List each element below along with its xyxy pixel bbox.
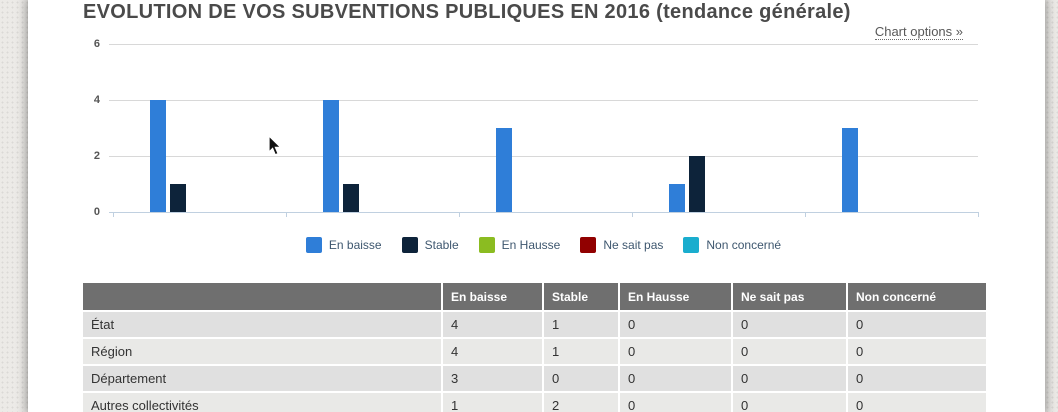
value-cell: 0 [620,312,731,337]
x-axis-tick [632,212,633,217]
x-axis-tick [286,212,287,217]
row-label-cell: Autres collectivités [83,393,441,412]
x-axis-tick [805,212,806,217]
results-table: En baisse Stable En Hausse Ne sait pas Non c… [81,281,988,412]
chart-options-link[interactable]: Chart options » [874,24,963,40]
legend-item-stable[interactable]: Stable [401,237,459,253]
legend-item-ne-sait-pas[interactable]: Ne sait pas [580,237,663,253]
table-row: Région 4 1 0 0 0 [83,339,986,364]
row-label-cell: Département [83,366,441,391]
mouse-cursor-icon [268,135,283,156]
gridline [109,156,978,157]
table-header-cell [83,283,441,310]
table-header-cell: Non concerné [848,283,986,310]
value-cell: 0 [733,393,846,412]
value-cell: 0 [733,339,846,364]
value-cell: 0 [620,339,731,364]
value-cell: 0 [733,366,846,391]
value-cell: 1 [544,339,618,364]
value-cell: 0 [544,366,618,391]
table-row: Département 3 0 0 0 0 [83,366,986,391]
legend-label: En baisse [328,238,382,252]
legend-swatch [683,237,700,253]
table-header-cell: En baisse [443,283,542,310]
table-header-cell: Stable [544,283,618,310]
value-cell: 1 [443,393,542,412]
value-cell: 0 [620,393,731,412]
legend-item-en-hausse[interactable]: En Hausse [478,237,561,253]
value-cell: 4 [443,312,542,337]
value-cell: 2 [544,393,618,412]
value-cell: 1 [544,312,618,337]
legend-item-non-concerné[interactable]: Non concerné [683,237,781,253]
x-axis-tick [978,212,979,217]
gridline [109,100,978,101]
x-axis-tick [113,212,114,217]
legend-label: Stable [424,238,459,252]
bar-en-baisse-3[interactable] [669,184,685,212]
bar-stable-3[interactable] [689,156,705,212]
value-cell: 0 [733,312,846,337]
y-axis-label: 0 [93,206,100,218]
value-cell: 3 [443,366,542,391]
bar-en-baisse-2[interactable] [496,128,512,212]
chart-legend: En baisse Stable En Hausse Ne sait pas Non c… [109,237,978,253]
y-axis-label: 4 [93,94,100,106]
value-cell: 0 [848,393,986,412]
x-axis-line [109,212,978,213]
table-header-cell: Ne sait pas [733,283,846,310]
page-title: EVOLUTION DE VOS SUBVENTIONS PUBLIQUES E… [83,1,851,23]
value-cell: 4 [443,339,542,364]
value-cell: 0 [848,312,986,337]
table-header-cell: En Hausse [620,283,731,310]
table-row: Autres collectivités 1 2 0 0 0 [83,393,986,412]
bar-stable-1[interactable] [343,184,359,212]
legend-swatch [305,237,322,253]
legend-label: Non concerné [706,238,782,252]
value-cell: 0 [848,366,986,391]
row-label-cell: Région [83,339,441,364]
x-axis-tick [459,212,460,217]
bar-en-baisse-0[interactable] [150,100,166,212]
bar-stable-0[interactable] [170,184,186,212]
legend-label: En Hausse [501,238,561,252]
legend-label: Ne sait pas [603,238,664,252]
content-panel: EVOLUTION DE VOS SUBVENTIONS PUBLIQUES E… [28,0,1045,412]
value-cell: 0 [848,339,986,364]
bar-en-baisse-1[interactable] [323,100,339,212]
y-axis-label: 2 [93,150,100,162]
legend-swatch [401,237,418,253]
row-label-cell: État [83,312,441,337]
bar-en-baisse-4[interactable] [842,128,858,212]
legend-item-en-baisse[interactable]: En baisse [305,237,382,253]
legend-swatch [478,237,495,253]
y-axis-label: 6 [93,38,100,50]
value-cell: 0 [620,366,731,391]
bar-chart: 0 2 4 6 En baisse Stable En Hausse Ne sait pas… [28,0,1045,270]
legend-swatch [580,237,597,253]
gridline [109,44,978,45]
table-row: État 4 1 0 0 0 [83,312,986,337]
